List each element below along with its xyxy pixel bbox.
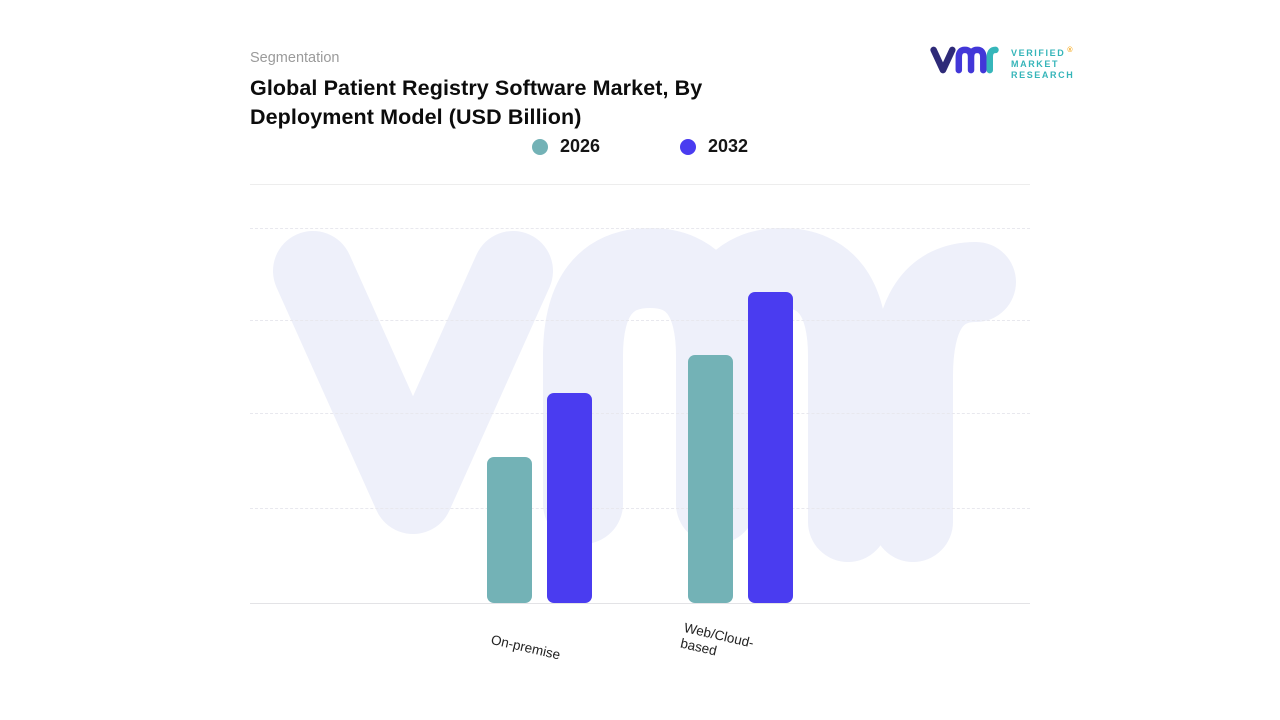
logo-line-verified: VERIFIED (1011, 47, 1066, 58)
gridline (250, 228, 1030, 229)
vmr-watermark-icon (258, 226, 1018, 571)
bar-on-premise-2026 (487, 457, 532, 603)
header-divider (250, 184, 1030, 185)
legend-item-2026: 2026 (531, 136, 600, 157)
plot-area: On-premise Web/Cloud-based (250, 226, 1030, 662)
bar-on-premise-2032 (547, 393, 592, 603)
gridline (250, 508, 1030, 509)
gridline (250, 320, 1030, 321)
logo-line-market: MARKET (1011, 58, 1060, 69)
legend-swatch-2032 (680, 138, 696, 155)
chart-legend: 2026 2032 (250, 136, 1030, 157)
chart-title: Global Patient Registry Software Market,… (250, 74, 702, 132)
chart-title-line-2: Deployment Model (USD Billion) (250, 105, 582, 129)
registered-mark: ® (1067, 46, 1075, 54)
logo-wordmark: VERIFIED ® MARKET RESEARCH (1011, 45, 1074, 81)
gridline (250, 413, 1030, 414)
legend-label-2026: 2026 (559, 136, 600, 156)
legend-label-2032: 2032 (708, 136, 749, 156)
segmentation-eyebrow: Segmentation (250, 50, 340, 66)
chart-title-line-1: Global Patient Registry Software Market,… (250, 76, 703, 100)
bar-web-cloud-2026 (688, 355, 733, 603)
x-axis-label-web-cloud-based: Web/Cloud-based (679, 620, 756, 659)
bar-web-cloud-2032 (748, 292, 793, 603)
vmr-logo: VERIFIED ® MARKET RESEARCH (930, 40, 1074, 85)
legend-item-2032: 2032 (680, 136, 748, 157)
vmr-monogram-icon (930, 40, 1002, 85)
legend-swatch-2026 (531, 138, 548, 155)
x-axis-label-on-premise: On-premise (489, 632, 562, 663)
logo-line-research: RESEARCH (1011, 69, 1075, 80)
